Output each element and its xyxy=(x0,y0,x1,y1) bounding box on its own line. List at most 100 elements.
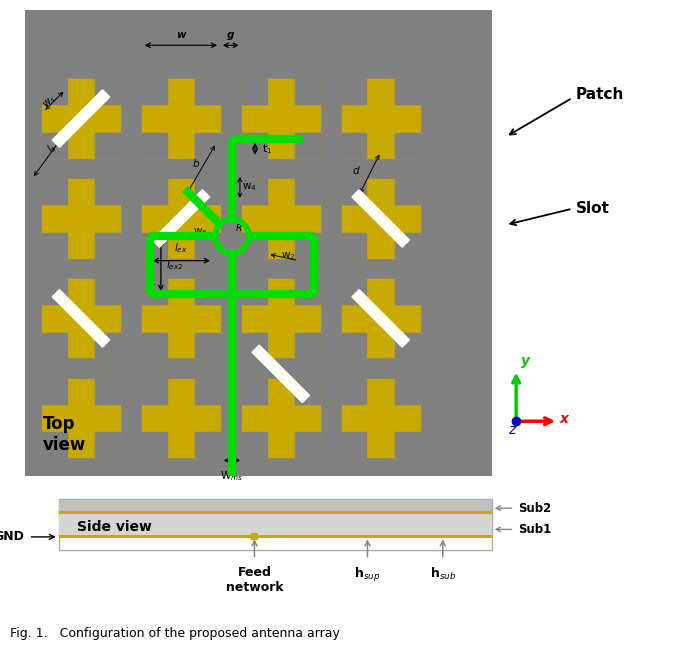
Text: Sub1: Sub1 xyxy=(518,523,552,536)
Text: w$_s$: w$_s$ xyxy=(41,93,59,111)
Bar xyxy=(42,133,67,158)
Bar xyxy=(395,379,420,404)
Bar xyxy=(195,333,220,357)
Text: h$_{{sub}}$: h$_{{sub}}$ xyxy=(430,566,456,582)
Bar xyxy=(395,333,420,357)
Bar xyxy=(142,279,220,357)
Bar xyxy=(95,80,120,104)
Bar xyxy=(295,133,320,158)
Text: w$_6$: w$_6$ xyxy=(193,226,208,238)
Bar xyxy=(295,333,320,357)
Bar xyxy=(195,133,220,158)
Bar xyxy=(42,233,67,258)
Text: Fig. 1.   Configuration of the proposed antenna array: Fig. 1. Configuration of the proposed an… xyxy=(10,627,340,640)
Text: $l_{ex}$: $l_{ex}$ xyxy=(174,241,188,256)
Bar xyxy=(42,333,67,357)
Bar xyxy=(142,279,167,304)
Bar xyxy=(295,279,320,304)
Bar xyxy=(341,279,366,304)
Text: R: R xyxy=(235,224,242,233)
Text: z: z xyxy=(508,423,515,437)
Bar xyxy=(195,179,220,204)
Polygon shape xyxy=(152,190,210,247)
Bar xyxy=(295,80,320,104)
Text: b: b xyxy=(193,159,199,170)
Text: Sub2: Sub2 xyxy=(518,501,552,514)
Text: Top
view: Top view xyxy=(43,415,87,454)
Bar xyxy=(42,379,120,457)
Bar xyxy=(42,279,67,304)
Text: w: w xyxy=(176,30,186,40)
Bar xyxy=(195,279,220,304)
Bar xyxy=(341,179,366,204)
Bar xyxy=(142,379,220,457)
Bar xyxy=(42,80,67,104)
Bar xyxy=(242,379,266,404)
Text: Side view: Side view xyxy=(78,520,152,535)
Bar xyxy=(341,233,366,258)
Bar xyxy=(395,179,420,204)
Bar xyxy=(42,179,120,258)
Text: W$_{ms}$: W$_{ms}$ xyxy=(220,469,243,483)
Bar xyxy=(195,432,220,457)
Polygon shape xyxy=(252,345,310,402)
Polygon shape xyxy=(52,289,110,347)
Bar xyxy=(341,333,366,357)
Text: x: x xyxy=(560,413,569,426)
Bar xyxy=(341,279,420,357)
Bar xyxy=(295,233,320,258)
Bar xyxy=(341,179,420,258)
Text: g: g xyxy=(227,30,235,40)
Bar xyxy=(59,499,491,550)
Bar xyxy=(395,279,420,304)
Bar xyxy=(295,179,320,204)
Bar xyxy=(195,379,220,404)
Bar xyxy=(42,179,67,204)
Bar xyxy=(242,333,266,357)
Bar xyxy=(142,333,167,357)
Bar xyxy=(242,80,266,104)
Bar xyxy=(42,432,67,457)
Bar xyxy=(59,511,491,514)
Text: h$_{{sup}}$: h$_{{sup}}$ xyxy=(354,566,381,584)
Bar xyxy=(242,379,320,457)
Bar xyxy=(142,179,167,204)
Polygon shape xyxy=(352,289,410,347)
Bar xyxy=(95,279,120,304)
Bar xyxy=(395,133,420,158)
Bar xyxy=(142,233,167,258)
Bar xyxy=(341,133,366,158)
Bar xyxy=(395,432,420,457)
Bar xyxy=(95,233,120,258)
Bar xyxy=(242,279,266,304)
Bar xyxy=(395,233,420,258)
Bar xyxy=(341,379,366,404)
Bar xyxy=(59,500,491,512)
Bar xyxy=(95,179,120,204)
Text: w$_2$: w$_2$ xyxy=(281,250,295,262)
Bar xyxy=(242,80,320,158)
Bar xyxy=(95,333,120,357)
Text: Slot: Slot xyxy=(576,201,610,216)
Polygon shape xyxy=(352,190,410,247)
Bar xyxy=(42,80,120,158)
Bar xyxy=(242,179,320,258)
Bar xyxy=(142,379,167,404)
Bar xyxy=(195,80,220,104)
Bar xyxy=(341,379,420,457)
Bar xyxy=(341,80,366,104)
Polygon shape xyxy=(52,90,110,147)
Text: t$_1$: t$_1$ xyxy=(262,142,272,156)
Bar xyxy=(95,432,120,457)
Text: y: y xyxy=(521,354,530,368)
Text: GND: GND xyxy=(0,531,25,543)
Text: Patch: Patch xyxy=(576,87,625,102)
Bar xyxy=(95,379,120,404)
Text: d: d xyxy=(353,166,360,176)
Text: w$_4$: w$_4$ xyxy=(242,181,256,193)
Bar xyxy=(59,513,491,537)
Bar xyxy=(242,133,266,158)
Text: $l_s$: $l_s$ xyxy=(44,140,60,156)
Bar xyxy=(142,80,167,104)
Bar xyxy=(142,80,220,158)
